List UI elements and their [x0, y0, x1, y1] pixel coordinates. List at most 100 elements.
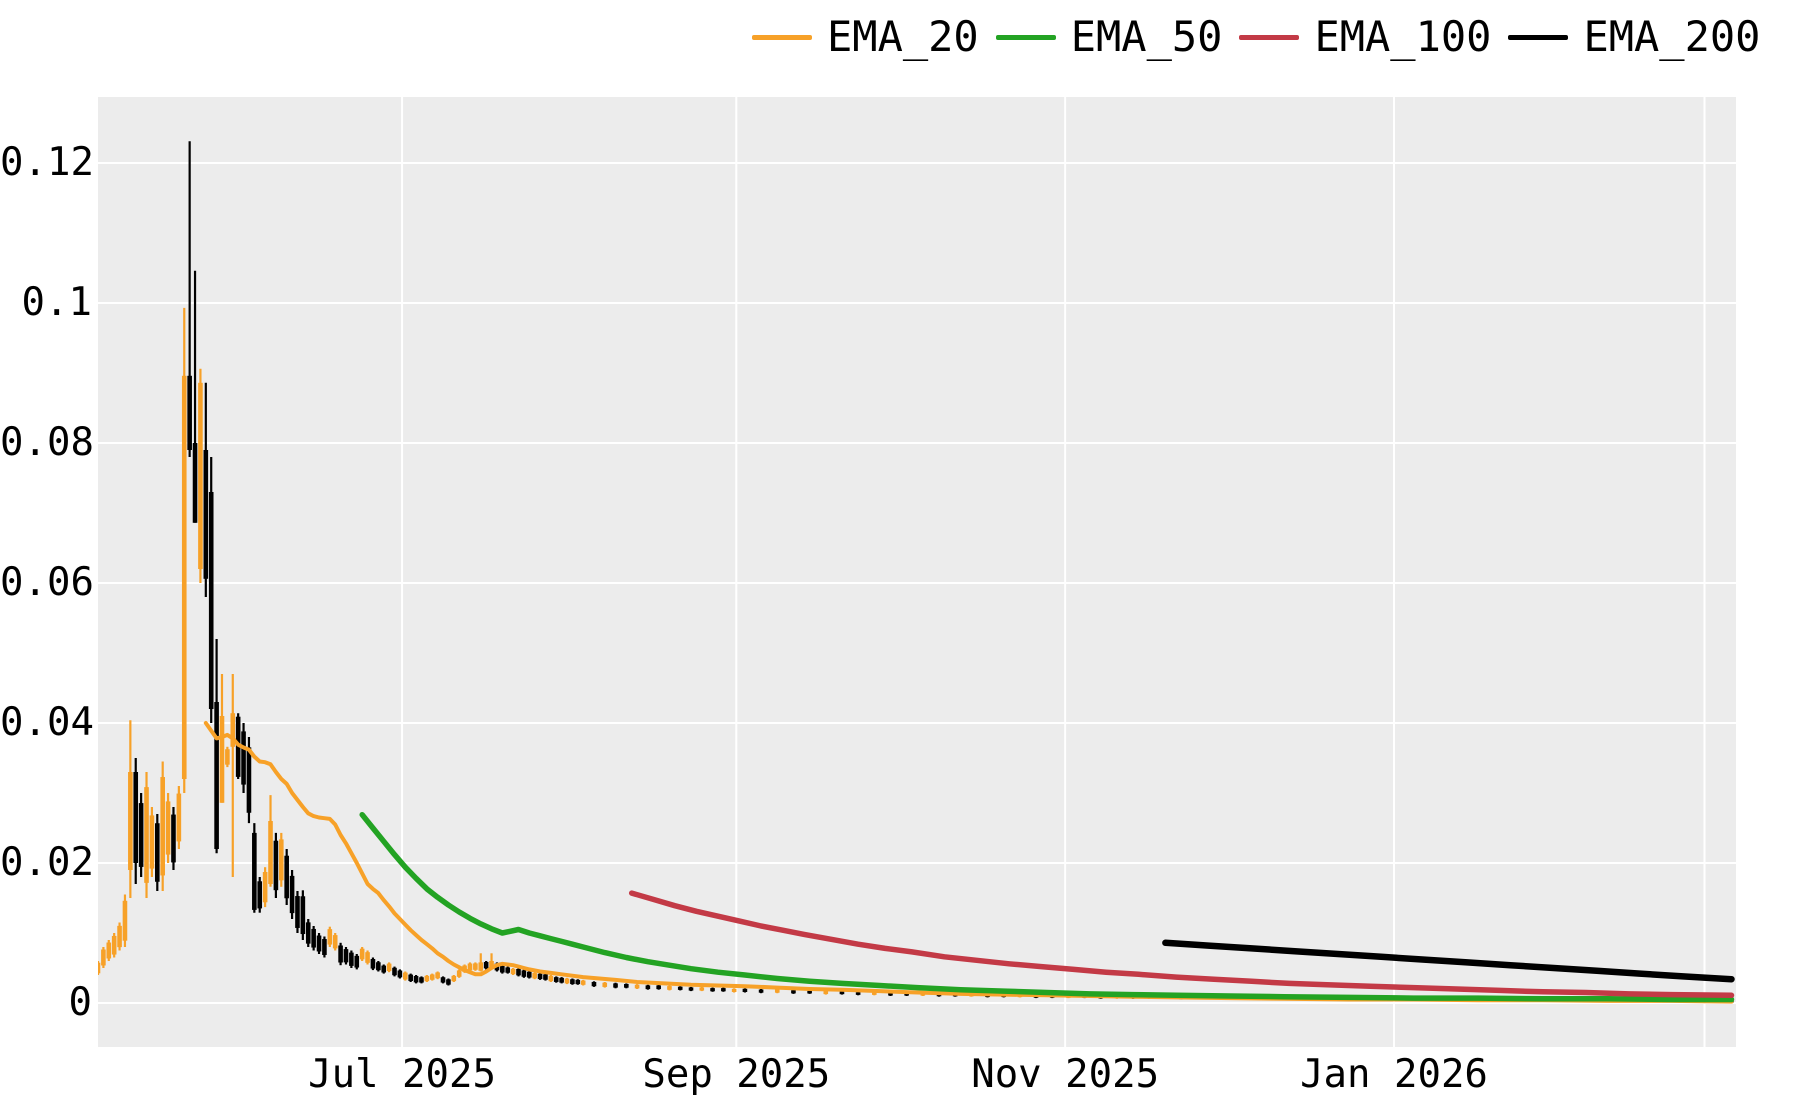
candle-body [117, 925, 122, 948]
candle-body [214, 702, 219, 849]
candle-body [262, 871, 268, 903]
candle-body [721, 988, 726, 992]
legend-item-ema_20: EMA_20 [752, 14, 979, 60]
candle-body [699, 987, 705, 991]
y-tick-label: 0.12 [0, 140, 94, 185]
x-tick-label: Jul 2025 [308, 1052, 496, 1097]
candle-body [667, 986, 672, 990]
candle-body [278, 839, 284, 881]
candle-body [111, 935, 117, 955]
candle-body [440, 977, 446, 983]
candle-body [872, 992, 877, 995]
candle-body [435, 972, 440, 979]
candle-body [553, 977, 559, 982]
candle-body [230, 713, 236, 747]
candle-body [305, 922, 311, 944]
candle-body [133, 772, 139, 863]
legend-label: EMA_100 [1314, 12, 1492, 61]
candle-body [284, 855, 289, 899]
candle-body [478, 962, 484, 971]
legend-label: EMA_200 [1583, 12, 1761, 61]
y-tick-label: 0.1 [21, 280, 92, 325]
candle-body [855, 992, 861, 995]
legend-line-icon [1508, 34, 1569, 40]
x-tick-label: Nov 2025 [971, 1052, 1160, 1097]
candle-body [446, 979, 451, 985]
candle-body [526, 971, 532, 978]
candle-body [575, 979, 581, 985]
candle-body [548, 975, 554, 982]
candle-body [289, 875, 295, 914]
candle-body [624, 983, 629, 988]
candle-body [731, 988, 737, 992]
candle-body [710, 988, 715, 992]
candle-body [510, 968, 516, 975]
candle-body [758, 989, 764, 993]
candle-body [386, 963, 392, 972]
candle-body [537, 973, 543, 980]
candle-body [456, 970, 462, 977]
candle-body [359, 948, 365, 960]
candle-body [570, 979, 575, 985]
candle-body [165, 801, 171, 855]
candle-body [187, 375, 192, 450]
candle-body [181, 375, 187, 779]
candle-body [208, 492, 214, 709]
candle-body [543, 974, 548, 980]
candle-body [392, 967, 397, 976]
candle-body [101, 949, 106, 966]
candle-body [559, 977, 564, 983]
candle-body [677, 986, 683, 990]
candle-body [149, 815, 155, 869]
candle-body [106, 942, 112, 959]
ema-line-ema_200 [1162, 939, 1735, 983]
candle-body [219, 716, 225, 803]
candle-body [413, 976, 419, 983]
candle-body [327, 929, 333, 945]
candle-body [343, 949, 349, 963]
candle-body [295, 896, 300, 928]
candle-body [473, 963, 478, 970]
candle-body [138, 803, 144, 867]
candle-body [332, 935, 338, 949]
candle-body [273, 840, 279, 891]
candle-body [742, 988, 748, 992]
legend-item-ema_200: EMA_200 [1508, 14, 1760, 60]
candle-body [634, 984, 640, 989]
horizontal-gridlines [98, 162, 1736, 1004]
candle-body [311, 928, 316, 948]
y-tick-label: 0 [68, 980, 92, 1025]
candle-body [122, 900, 128, 941]
candle-body [656, 985, 661, 990]
candle-body [171, 814, 176, 863]
candle-body [429, 974, 435, 980]
y-tick-label: 0.04 [0, 700, 94, 745]
legend-line-icon [995, 34, 1056, 40]
candle-body [268, 821, 273, 884]
candle-body [591, 981, 597, 987]
candle-body [774, 989, 780, 993]
ema-line-ema_20 [203, 721, 1734, 1004]
candle-body [424, 975, 430, 982]
candle-body [467, 963, 473, 971]
candle-body [521, 970, 527, 977]
legend-item-ema_100: EMA_100 [1239, 14, 1491, 60]
legend-label: EMA_50 [1070, 12, 1223, 61]
candle-body [370, 959, 376, 969]
candle-body [419, 977, 424, 983]
candle-body [839, 991, 845, 995]
candle-body [128, 772, 133, 870]
candle-body [807, 990, 812, 994]
candle-body [257, 881, 263, 909]
candle-body [349, 952, 354, 966]
y-tick-label: 0.06 [0, 560, 94, 605]
candle-body [580, 980, 586, 985]
candle-body [338, 945, 343, 963]
candle-body [192, 443, 198, 523]
ema-line-ema_50 [359, 811, 1735, 1003]
candle-body [564, 978, 570, 984]
candle-body [198, 382, 203, 569]
candle-body [904, 992, 909, 996]
candle-body [241, 731, 246, 785]
